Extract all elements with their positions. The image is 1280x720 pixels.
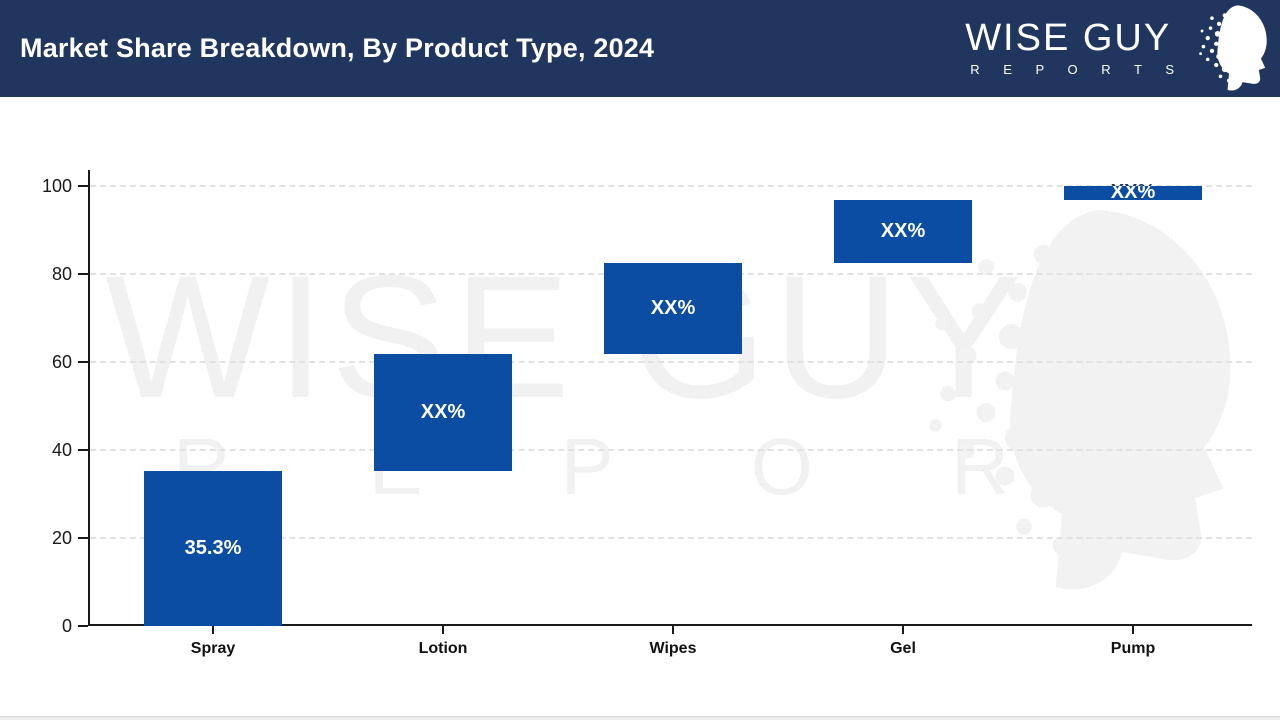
gridline-40 xyxy=(90,449,1252,451)
bar-gel: XX% xyxy=(834,199,972,264)
bar-wipes: XX% xyxy=(604,263,742,355)
y-axis-tick-label: 20 xyxy=(51,528,72,548)
y-axis-tick-label: 0 xyxy=(61,616,72,636)
y-axis-tick-label: 60 xyxy=(51,352,72,372)
gridline-20 xyxy=(90,537,1252,539)
x-axis-label-lotion: Lotion xyxy=(418,640,468,657)
x-axis-tick xyxy=(212,626,214,634)
bar-value-label: XX% xyxy=(420,400,466,423)
bar-value-label: XX% xyxy=(650,297,696,320)
footer-divider xyxy=(0,716,1280,720)
header: Market Share Breakdown, By Product Type,… xyxy=(0,0,1280,97)
y-axis-tick xyxy=(78,185,88,187)
watermark-brand-name: WISE GUY xyxy=(105,240,1029,435)
bar-value-label: XX% xyxy=(880,220,926,243)
dotted-head-logo-icon xyxy=(1186,4,1272,92)
x-axis-tick xyxy=(442,626,444,634)
bar-pump: XX% xyxy=(1064,186,1202,200)
y-axis-tick xyxy=(78,537,88,539)
x-axis-tick xyxy=(672,626,674,634)
bar-value-label: 35.3% xyxy=(184,536,242,559)
x-axis-label-wipes: Wipes xyxy=(649,640,697,657)
bar-lotion: XX% xyxy=(374,354,512,471)
page-title: Market Share Breakdown, By Product Type,… xyxy=(20,33,655,63)
x-axis-tick xyxy=(902,626,904,634)
brand-subtitle: R E P O R T S xyxy=(970,61,1184,77)
x-axis-label-gel: Gel xyxy=(890,640,916,657)
plot-area: 020406080100Spray35.3%35.3%LotionXX%XX%W… xyxy=(42,170,1252,657)
y-axis-tick xyxy=(78,625,88,627)
brand-logo: WISE GUY R E P O R T S xyxy=(965,4,1272,92)
brand-logo-text: WISE GUY R E P O R T S xyxy=(965,17,1184,77)
gridline-60 xyxy=(90,361,1252,363)
gridline-100 xyxy=(90,185,1252,187)
y-axis-tick-label: 100 xyxy=(41,176,72,196)
y-axis-tick xyxy=(78,273,88,275)
x-axis-label-spray: Spray xyxy=(190,640,236,657)
x-axis-label-pump: Pump xyxy=(1110,640,1156,657)
bar-spray: 35.3% xyxy=(144,470,282,626)
bar-value-label: XX% xyxy=(1110,186,1156,200)
brand-name: WISE GUY xyxy=(965,17,1172,60)
x-axis-tick xyxy=(1132,626,1134,634)
y-axis-tick-label: 40 xyxy=(51,440,72,460)
y-axis-tick-label: 80 xyxy=(51,264,72,284)
y-axis-tick xyxy=(78,449,88,451)
y-axis-tick xyxy=(78,361,88,363)
